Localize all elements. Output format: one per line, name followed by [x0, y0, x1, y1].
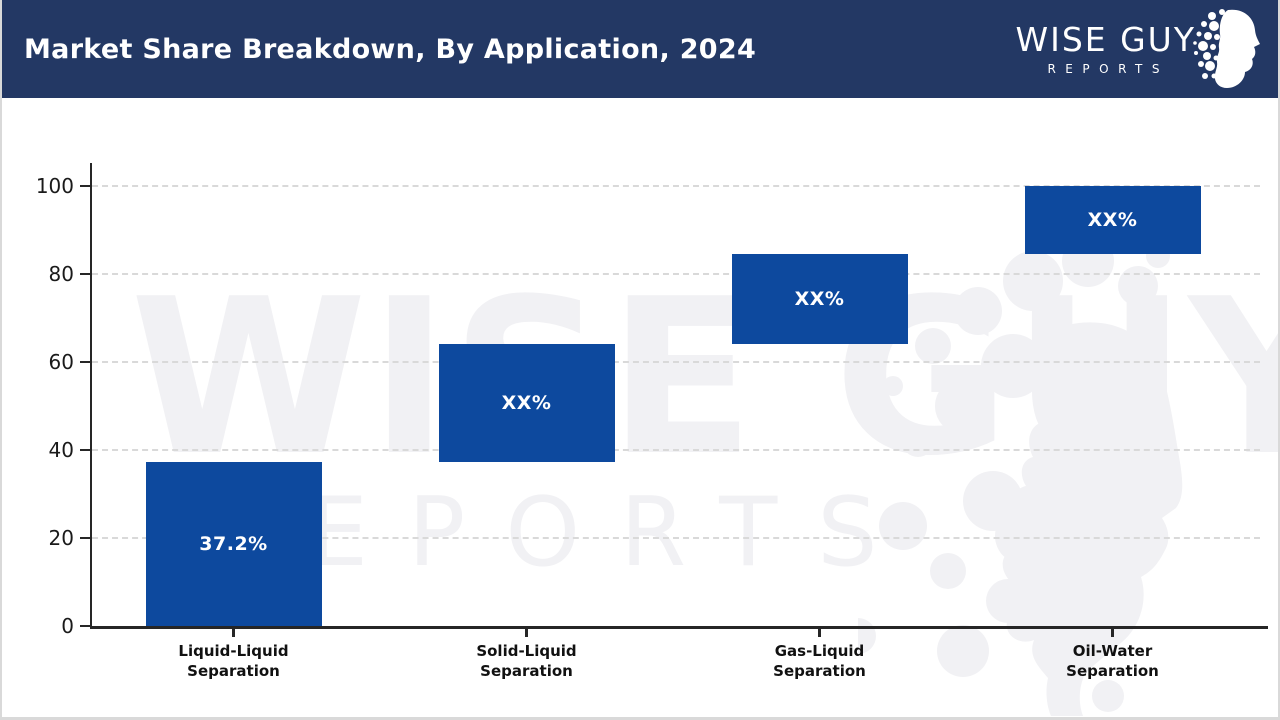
bar-segment-3: XX% [731, 253, 908, 345]
x-category-label: Liquid-Liquid Separation [178, 642, 289, 680]
y-axis-tick-label: 0 [61, 614, 74, 638]
wise-guy-logo: WISE GUY REPORTS [1015, 6, 1264, 92]
y-axis-tick-label: 40 [48, 437, 74, 462]
y-axis-tick-label: 60 [48, 349, 74, 374]
dotted-head-profile-icon [1193, 9, 1260, 88]
bar-segment-1: 37.2% [145, 462, 322, 626]
x-category-label: Gas-Liquid Separation [773, 642, 866, 680]
y-axis-tick-label: 80 [48, 261, 74, 286]
y-axis-tick [80, 448, 90, 451]
y-axis-tick-label: 100 [35, 173, 74, 198]
x-category-label: Solid-Liquid Separation [476, 642, 577, 680]
gridline-40 [92, 448, 1260, 451]
bar-value-label: XX% [501, 392, 552, 415]
logo-wordmark: WISE GUY REPORTS [1015, 23, 1196, 76]
x-axis-tick [1111, 629, 1114, 637]
header: Market Share Breakdown, By Application, … [2, 0, 1278, 98]
y-axis-line [90, 163, 92, 629]
y-axis-tick [80, 272, 90, 275]
gridline-20 [92, 536, 1260, 539]
gridline-100 [92, 184, 1260, 187]
x-axis-tick [818, 629, 821, 637]
bar-segment-4: XX% [1024, 185, 1201, 254]
gridline-80 [92, 272, 1260, 275]
y-axis-tick [80, 184, 90, 187]
bar-value-label: XX% [794, 288, 845, 310]
y-axis-tick [80, 360, 90, 363]
watermark-wordmark: WISE GUY [130, 252, 1278, 503]
y-axis-tick-label: 20 [48, 525, 74, 550]
x-axis-tick [525, 629, 528, 637]
x-category-label: Oil-Water Separation [1066, 642, 1159, 680]
x-axis-line [90, 626, 1268, 629]
logo-name: WISE GUY [1015, 19, 1196, 59]
logo-subtext: REPORTS [1047, 61, 1169, 76]
x-axis-tick [232, 629, 235, 637]
y-axis-tick [80, 625, 90, 627]
gridline-60 [92, 360, 1260, 363]
bar-segment-2: XX% [438, 344, 615, 463]
bar-value-label: XX% [1087, 208, 1138, 231]
bar-value-label: 37.2% [199, 533, 268, 556]
page-title: Market Share Breakdown, By Application, … [24, 33, 757, 65]
y-axis-tick [80, 536, 90, 539]
